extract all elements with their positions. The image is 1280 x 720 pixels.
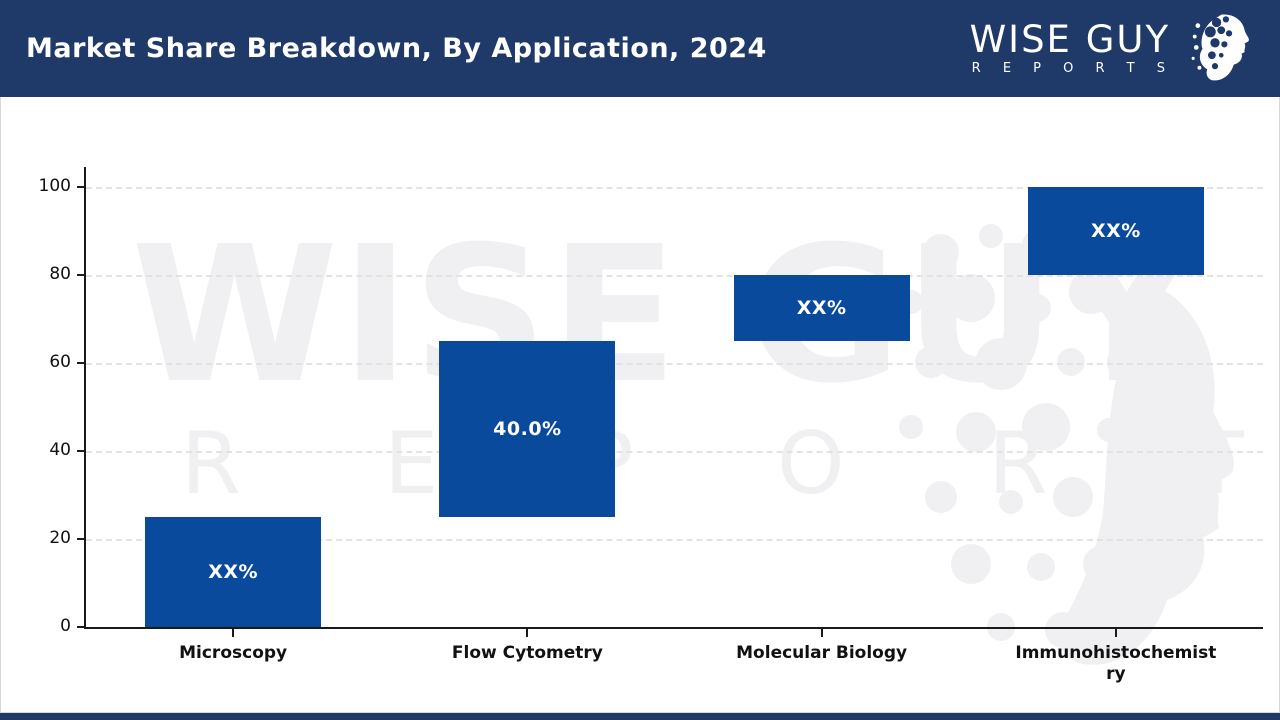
y-tick-label-80: 80: [49, 264, 71, 284]
x-tick-3: [1114, 629, 1117, 637]
brand-logo: WISE GUY R E P O R T S: [966, 10, 1254, 88]
waterfall-chart: 0 20 40 60 80 100 XX% Microscopy 40.0% Flow Cytom…: [1, 97, 1279, 712]
gridline-20: [86, 539, 1263, 541]
y-tick-label-60: 60: [49, 352, 71, 372]
y-tick-20: [77, 538, 85, 540]
y-tick-80: [77, 274, 85, 276]
y-tick-label-40: 40: [49, 440, 71, 460]
gridline-80: [86, 275, 1263, 277]
y-tick-label-100: 100: [38, 176, 71, 196]
x-tick-label-2: Molecular Biology: [736, 643, 908, 663]
y-axis-line: [84, 167, 86, 629]
x-tick-label-3: Immunohistochemist ry: [1015, 643, 1217, 685]
bar-value-label: XX%: [208, 561, 259, 583]
page-title: Market Share Breakdown, By Application, …: [26, 33, 767, 64]
y-tick-0: [77, 626, 85, 628]
y-tick-label-20: 20: [49, 528, 71, 548]
bar-immunohistochemistry: XX%: [1027, 187, 1204, 275]
x-tick-2: [820, 629, 823, 637]
dotted-head-icon: [1191, 13, 1249, 80]
bar-value-label: XX%: [796, 297, 847, 319]
bar-molecular-biology: XX%: [733, 275, 910, 341]
x-tick-0: [232, 629, 235, 637]
y-tick-60: [77, 362, 85, 364]
logo-wordmark-sub: R E P O R T S: [971, 61, 1174, 76]
header-bar: Market Share Breakdown, By Application, …: [0, 0, 1280, 97]
bar-value-label: XX%: [1090, 220, 1141, 242]
x-tick-label-0: Microscopy: [179, 643, 288, 663]
y-tick-label-0: 0: [60, 616, 71, 636]
gridline-100: [86, 187, 1263, 189]
y-tick-100: [77, 186, 85, 188]
bar-value-label: 40.0%: [493, 418, 562, 440]
y-tick-40: [77, 450, 85, 452]
bar-microscopy: XX%: [145, 517, 322, 627]
chart-canvas: WISE GUY R E P O R T S 0: [0, 97, 1280, 713]
x-axis-line: [84, 627, 1263, 629]
gridline-40: [86, 451, 1263, 453]
x-tick-1: [526, 629, 529, 637]
x-tick-label-1: Flow Cytometry: [451, 643, 603, 663]
gridline-60: [86, 363, 1263, 365]
logo-wordmark-main: WISE GUY: [969, 18, 1171, 61]
footer-bar: [0, 713, 1280, 720]
logo-wordmark: WISE GUY R E P O R T S: [966, 21, 1174, 76]
bar-flow-cytometry: 40.0%: [439, 341, 616, 517]
